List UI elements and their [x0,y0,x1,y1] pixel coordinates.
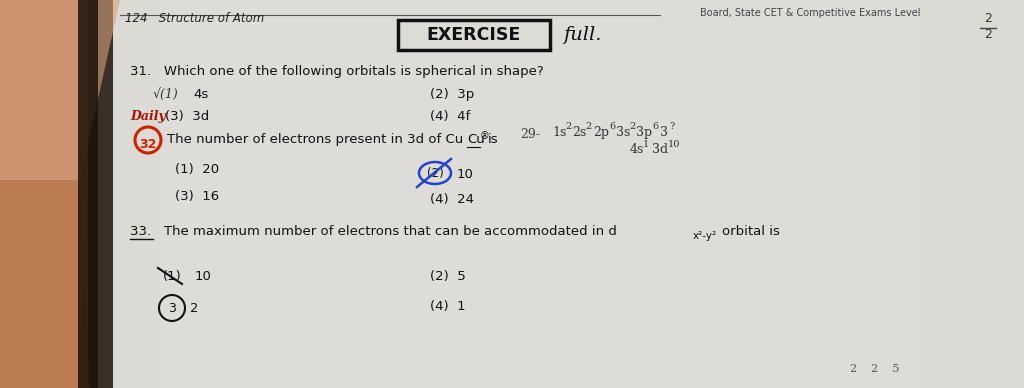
Text: x²-y²: x²-y² [693,231,717,241]
Text: √(1): √(1) [153,88,179,101]
Text: (2)  3p: (2) 3p [430,88,474,101]
Text: 2: 2 [585,122,591,131]
Text: 2: 2 [565,122,571,131]
Text: The number of electrons present in 3d of Cu: The number of electrons present in 3d of… [167,133,463,146]
FancyBboxPatch shape [398,20,550,50]
Text: 3: 3 [660,126,668,139]
Text: (4)  1: (4) 1 [430,300,466,313]
Text: (1)  20: (1) 20 [175,163,219,176]
Text: (3)  3d: (3) 3d [165,110,209,123]
Text: Daily: Daily [130,110,166,123]
Text: 3s: 3s [616,126,631,139]
Text: 2p: 2p [593,126,609,139]
Text: 6: 6 [609,122,615,131]
Text: 124   Structure of Atom: 124 Structure of Atom [125,12,264,25]
Text: EXERCISE: EXERCISE [427,26,521,44]
Text: 6: 6 [652,122,658,131]
Text: Board, State CET & Competitive Exams Level: Board, State CET & Competitive Exams Lev… [700,8,921,18]
Text: 10: 10 [668,140,680,149]
Text: 32: 32 [139,137,157,151]
Text: 33.   The maximum number of electrons that can be accommodated in d: 33. The maximum number of electrons that… [130,225,616,238]
Text: is: is [488,133,499,146]
Text: (4)  4f: (4) 4f [430,110,470,123]
Text: 2: 2 [984,28,992,41]
Text: 29-: 29- [520,128,540,141]
Text: 2s: 2s [572,126,587,139]
Text: 10: 10 [457,168,474,180]
FancyBboxPatch shape [0,0,100,388]
Text: 2: 2 [984,12,992,25]
FancyBboxPatch shape [88,0,1024,388]
Text: (2)  5: (2) 5 [430,270,466,283]
Text: 2: 2 [190,303,199,315]
Text: 1: 1 [643,140,649,149]
Text: 2    2    5: 2 2 5 [850,364,899,374]
Text: (1): (1) [163,270,181,283]
Text: 3p: 3p [636,126,652,139]
FancyBboxPatch shape [78,0,98,388]
Polygon shape [0,0,120,180]
FancyBboxPatch shape [160,0,920,388]
Text: (3)  16: (3) 16 [175,190,219,203]
Text: 31.   Which one of the following orbitals is spherical in shape?: 31. Which one of the following orbitals … [130,65,544,78]
Text: (2): (2) [427,168,443,180]
Text: (4)  24: (4) 24 [430,193,474,206]
Text: ?: ? [669,122,674,131]
Text: orbital is: orbital is [722,225,780,238]
FancyBboxPatch shape [88,0,113,388]
Text: 4s: 4s [630,143,644,156]
Text: ®: ® [480,131,489,141]
Text: 3: 3 [168,303,176,315]
Text: 2: 2 [629,122,635,131]
Text: 10: 10 [195,270,212,283]
Text: Cu: Cu [467,133,484,146]
Text: 3d: 3d [652,143,668,156]
Text: full.: full. [563,26,601,44]
Text: 4s: 4s [193,88,208,101]
Polygon shape [0,180,90,388]
Text: 1s: 1s [552,126,566,139]
